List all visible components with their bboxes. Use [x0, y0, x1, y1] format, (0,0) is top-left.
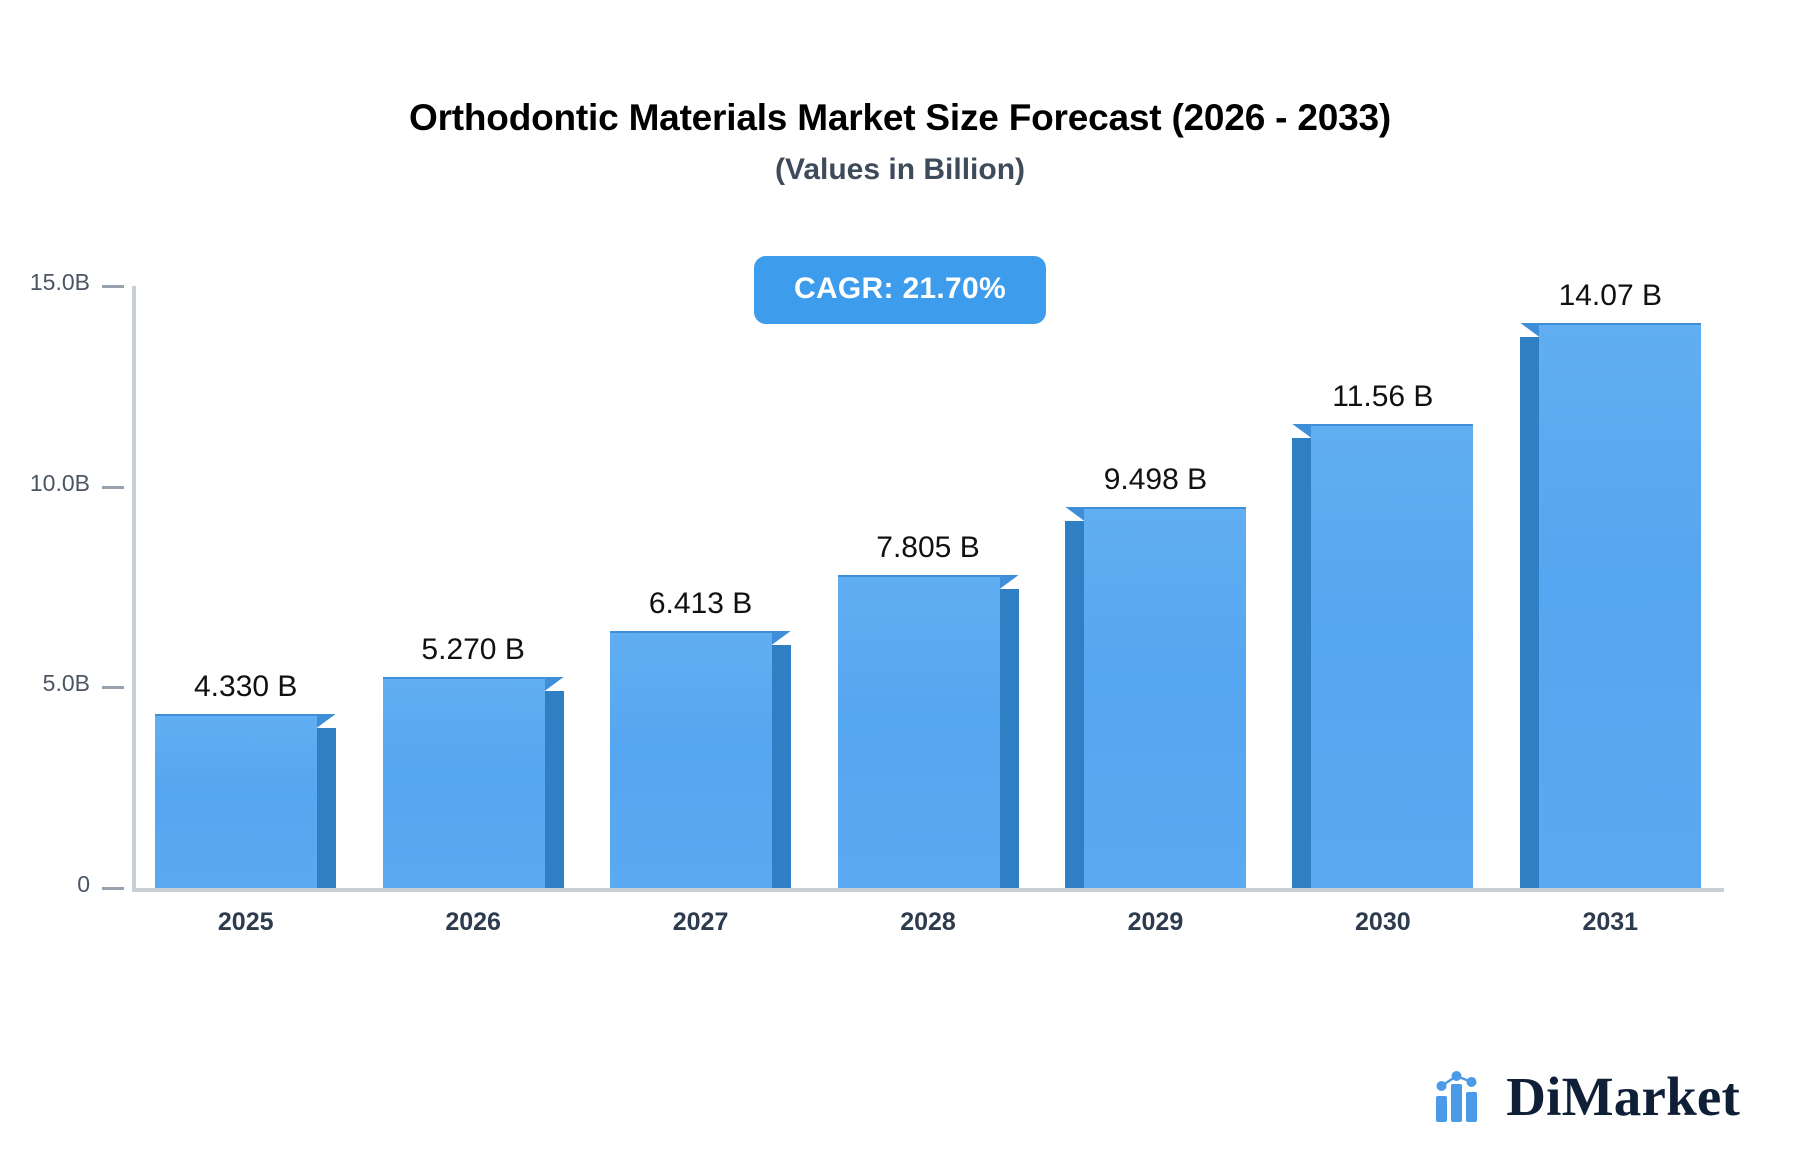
y-axis-tick-label: 15.0B — [29, 269, 90, 295]
y-axis-tick-mark — [102, 887, 124, 890]
bar-2027[interactable] — [610, 286, 792, 888]
bar-value-label: 9.498 B — [1103, 462, 1208, 496]
bar-top-bevel — [772, 630, 792, 645]
bar-side-panel — [1064, 520, 1084, 888]
x-axis-line — [132, 888, 1724, 892]
bar-top-bevel — [1292, 424, 1312, 439]
x-axis-label-2025: 2025 — [217, 908, 274, 936]
y-axis-tick-label: 10.0B — [29, 469, 90, 496]
bar-value-label: 7.805 B — [876, 530, 980, 564]
x-axis-label-2030: 2030 — [1355, 908, 1411, 936]
bar-side-panel — [772, 644, 792, 888]
bar-2025[interactable] — [155, 286, 337, 888]
chart-subtitle: (Values in Billion) — [774, 152, 1026, 186]
cagr-badge: CAGR: 21.70% — [753, 256, 1047, 324]
bar-side-panel — [1292, 438, 1312, 888]
x-axis-label-2028: 2028 — [900, 908, 956, 936]
bar-face — [382, 676, 545, 888]
bar-face — [1311, 424, 1474, 888]
bar-side-panel — [317, 728, 337, 888]
y-axis-tick-mark — [102, 285, 124, 288]
bar-2030[interactable] — [1292, 286, 1474, 888]
bar-top-bevel — [1519, 323, 1539, 338]
bar-top-bevel — [1064, 506, 1084, 521]
bar-2031[interactable] — [1519, 286, 1701, 888]
y-axis-tick-mark — [102, 686, 124, 690]
y-axis-tick-mark — [102, 485, 124, 489]
bar-top-bevel — [544, 676, 564, 691]
bar-face — [837, 574, 1000, 888]
bar-2029[interactable] — [1064, 286, 1246, 888]
bar-chart-icon — [1436, 1070, 1478, 1122]
bar-face — [1083, 506, 1246, 888]
logo-text: DiMarket — [1506, 1066, 1740, 1127]
plot-area: 4.330 B 5.270 B 6.413 B 7.805 B 9.498 B 11.56… — [132, 279, 1724, 892]
bar-side-panel — [1519, 337, 1539, 888]
bar-side-panel — [544, 690, 564, 888]
bar-value-label: 11.56 B — [1332, 380, 1434, 414]
title-block: Orthodontic Materials Market Size Foreca… — [0, 97, 1800, 186]
bar-2026[interactable] — [382, 286, 564, 888]
bar-value-label: 5.270 B — [421, 632, 525, 666]
chart-title: Orthodontic Materials Market Size Foreca… — [409, 97, 1391, 138]
y-axis-tick-label: 0 — [77, 871, 90, 897]
y-axis-tick-label: 5.0B — [42, 670, 90, 697]
bar-top-bevel — [999, 574, 1019, 589]
logo: DiMarket — [1434, 1069, 1740, 1124]
bar-value-label: 4.330 B — [194, 670, 298, 704]
bar-2028[interactable] — [837, 286, 1019, 888]
x-axis-label-2029: 2029 — [1127, 908, 1184, 936]
bar-face — [610, 630, 773, 888]
x-axis-label-2031: 2031 — [1582, 908, 1639, 936]
x-axis-label-2026: 2026 — [445, 908, 501, 936]
bar-face — [155, 714, 318, 888]
bar-side-panel — [999, 588, 1019, 888]
bar-face — [1538, 323, 1701, 888]
y-axis-line — [132, 286, 136, 892]
x-axis-label-2027: 2027 — [672, 908, 729, 936]
bar-value-label: 14.07 B — [1558, 279, 1662, 313]
bar-top-bevel — [317, 714, 337, 729]
bar-value-label: 6.413 B — [648, 586, 753, 620]
